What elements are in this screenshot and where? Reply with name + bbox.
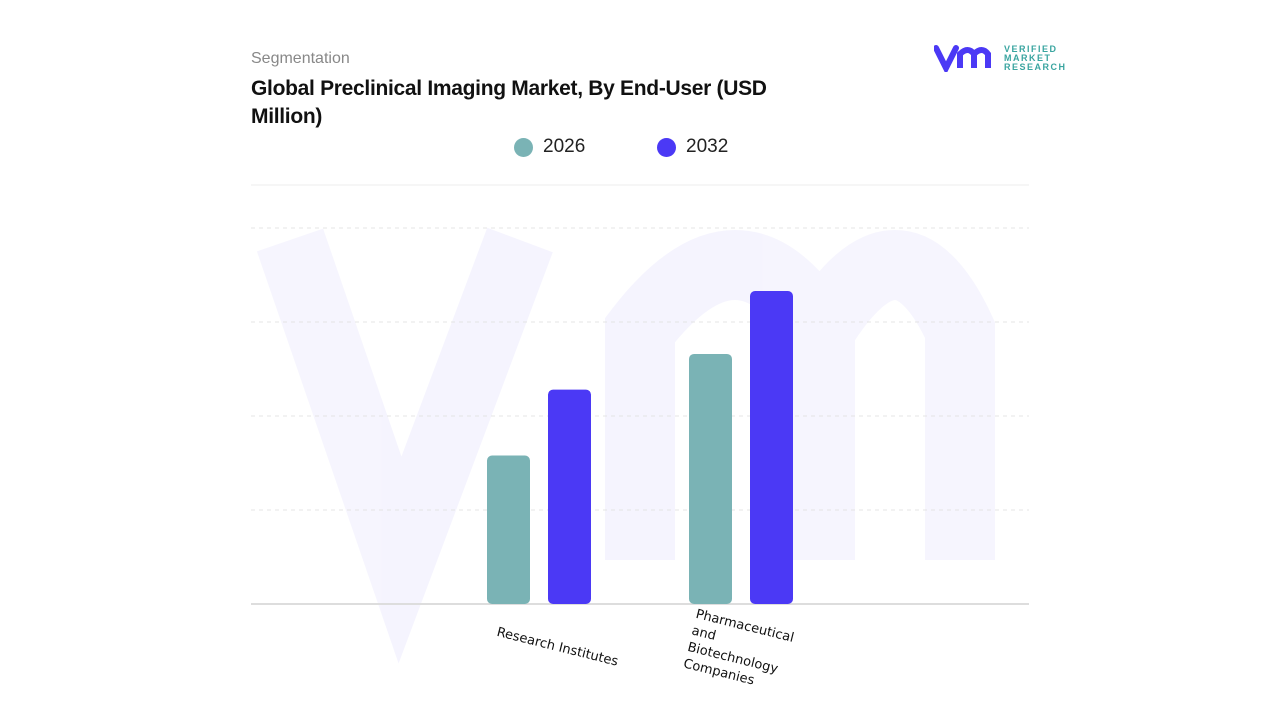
watermark — [256, 227, 995, 664]
logo-line2: MARKET — [1004, 52, 1052, 63]
legend-swatch-2026 — [514, 137, 533, 157]
vmr-logo: VERIFIED MARKET RESEARCH — [934, 44, 1067, 72]
legend-item-2026: 2026 — [514, 136, 585, 158]
bar-2032-1 — [750, 290, 793, 604]
vmr-logo-icon — [934, 45, 991, 72]
legend-swatch-2032 — [657, 137, 676, 157]
logo-line3: RESEARCH — [1004, 61, 1067, 72]
legend-item-2032: 2032 — [657, 136, 728, 158]
chart-title: Global Preclinical Imaging Market, By En… — [251, 77, 767, 128]
bar-2026-0 — [487, 455, 530, 604]
bar-2026-1 — [689, 353, 732, 604]
legend-label-2026: 2026 — [543, 136, 586, 157]
legend-label-2032: 2032 — [686, 136, 729, 157]
bar-2032-0 — [548, 389, 591, 604]
logo-line1: VERIFIED — [1004, 43, 1058, 54]
segment-label: Segmentation — [251, 50, 350, 67]
